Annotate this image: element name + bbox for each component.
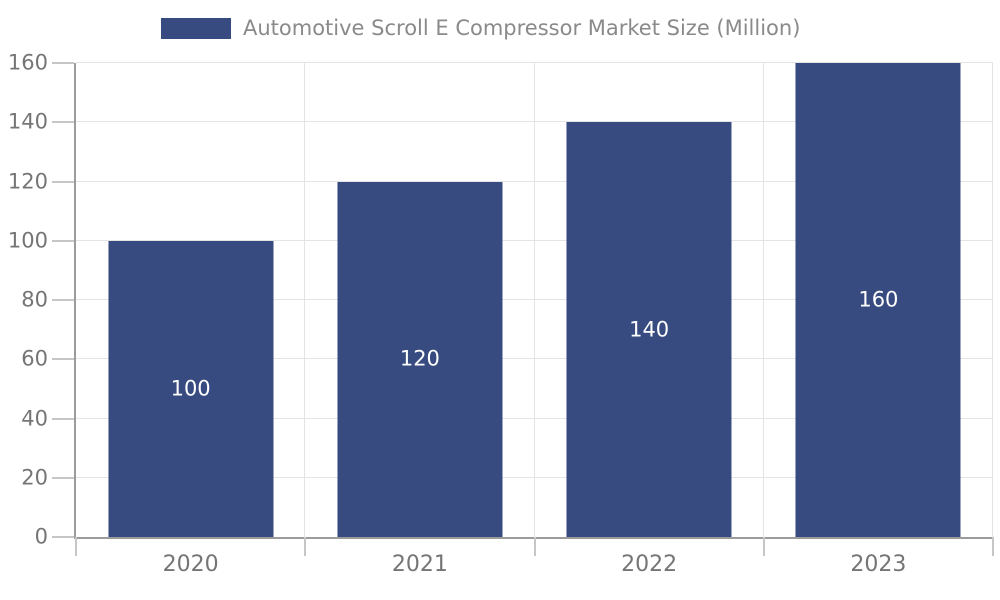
x-axis-tick	[533, 537, 536, 556]
h-gridline	[76, 239, 993, 241]
y-axis-tick	[52, 417, 74, 420]
h-gridline	[76, 417, 993, 419]
y-tick-label: 0	[34, 524, 48, 549]
legend-swatch	[161, 18, 231, 40]
y-axis-tick	[52, 299, 74, 301]
y-axis-tick	[52, 62, 74, 64]
bar-value-label: 100	[170, 376, 211, 401]
bar-2022[interactable]	[566, 122, 732, 537]
h-gridline	[76, 62, 993, 63]
y-axis-tick	[52, 358, 74, 361]
bar-value-label: 140	[629, 317, 670, 342]
x-tick-label-2020: 2020	[162, 552, 219, 577]
bar-2021[interactable]	[337, 181, 503, 537]
y-tick-label: 140	[7, 109, 48, 134]
v-gridline	[992, 63, 993, 537]
legend-label: Automotive Scroll E Compressor Market Si…	[243, 16, 801, 40]
y-tick-label: 60	[21, 346, 48, 371]
x-axis-tick	[762, 537, 765, 556]
h-gridline	[76, 358, 993, 360]
y-axis-tick	[52, 180, 74, 183]
y-axis-tick	[52, 476, 74, 479]
plot-area: 0 20 40 60 80 100 120 140 160 100 2020 120 2021 140 20…	[8, 52, 994, 576]
x-tick-label-2023: 2023	[850, 552, 907, 577]
y-tick-label: 160	[7, 50, 48, 75]
bar-value-label: 120	[399, 346, 440, 371]
bar-2020[interactable]	[108, 240, 274, 537]
h-gridline	[76, 476, 993, 478]
v-gridline	[304, 63, 306, 537]
h-gridline	[76, 121, 993, 123]
x-axis-tick	[75, 537, 77, 556]
bar-value-label: 160	[858, 287, 899, 312]
legend[interactable]: Automotive Scroll E Compressor Market Si…	[161, 16, 801, 40]
v-gridline	[533, 63, 535, 537]
h-gridline	[76, 299, 993, 300]
y-axis-tick	[52, 239, 74, 242]
y-tick-label: 120	[7, 169, 48, 193]
x-axis-tick	[304, 537, 307, 556]
x-axis-tick	[992, 537, 994, 556]
y-tick-label: 20	[21, 465, 48, 490]
h-gridline	[76, 180, 993, 182]
y-tick-label: 80	[21, 287, 48, 312]
y-tick-label: 100	[7, 228, 48, 253]
y-axis-tick	[52, 121, 74, 124]
y-axis-tick	[52, 536, 74, 538]
y-tick-label: 40	[21, 406, 48, 430]
v-gridline	[762, 63, 764, 537]
x-tick-label-2021: 2021	[391, 552, 448, 577]
x-tick-label-2022: 2022	[621, 552, 678, 577]
bar-2023[interactable]	[795, 63, 961, 537]
